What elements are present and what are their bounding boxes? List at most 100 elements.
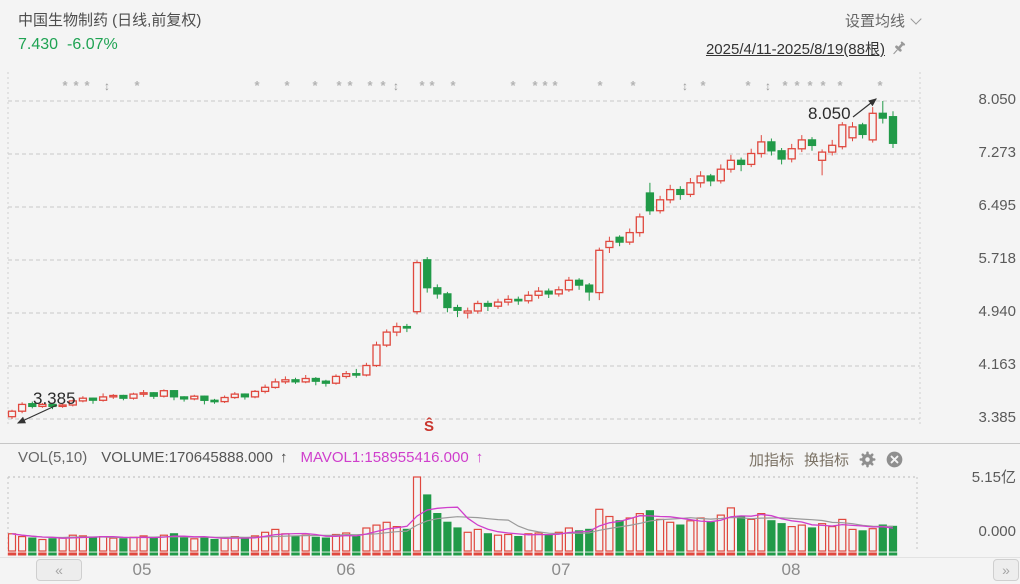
date-range-link[interactable]: 2025/4/11-2025/8/19(88根) (705, 41, 885, 58)
candlestick[interactable] (88, 397, 98, 401)
candlestick[interactable] (807, 139, 817, 147)
candlestick[interactable] (342, 373, 351, 378)
candlestick[interactable] (817, 151, 827, 161)
event-star-icon[interactable]: * (73, 78, 79, 93)
event-star-icon[interactable]: * (782, 78, 788, 93)
candlestick[interactable] (676, 188, 685, 196)
volume-bar[interactable] (169, 533, 179, 552)
volume-bar[interactable] (787, 525, 796, 552)
volume-bar[interactable] (271, 528, 280, 552)
candlestick[interactable] (868, 112, 877, 141)
event-star-icon[interactable]: * (347, 78, 353, 93)
volume-bar[interactable] (190, 538, 199, 552)
volume-bar[interactable] (7, 533, 17, 552)
event-star-icon[interactable]: * (630, 78, 636, 93)
candlestick[interactable] (878, 112, 887, 119)
event-star-icon[interactable]: * (450, 78, 456, 93)
volume-bar[interactable] (443, 521, 452, 552)
candlestick[interactable] (554, 289, 563, 295)
event-updown-icon[interactable]: ↕ (765, 79, 771, 93)
candlestick[interactable] (848, 126, 857, 139)
candlestick[interactable] (625, 231, 634, 243)
candlestick[interactable] (493, 301, 503, 307)
volume-bar[interactable] (342, 532, 351, 552)
volume-bar[interactable] (524, 533, 533, 552)
volume-bar[interactable] (392, 525, 401, 552)
candlestick[interactable] (169, 390, 179, 398)
event-star-icon[interactable]: * (820, 78, 826, 93)
event-star-icon[interactable]: * (254, 78, 260, 93)
candlestick[interactable] (402, 325, 412, 329)
candlestick[interactable] (352, 373, 361, 376)
volume-bar[interactable] (78, 535, 88, 552)
volume-bar[interactable] (139, 535, 148, 552)
candlestick[interactable] (605, 240, 614, 249)
volume-bar[interactable] (372, 524, 381, 552)
candlestick[interactable] (524, 294, 533, 302)
event-star-icon[interactable]: * (542, 78, 548, 93)
volume-bar[interactable] (200, 536, 209, 552)
event-star-icon[interactable]: * (807, 78, 813, 93)
volume-bar[interactable] (868, 528, 877, 552)
volume-bar[interactable] (352, 535, 361, 552)
volume-bar[interactable] (433, 512, 442, 552)
volume-bar[interactable] (493, 534, 503, 552)
volume-bar[interactable] (625, 517, 634, 552)
candlestick[interactable] (838, 124, 847, 148)
event-updown-icon[interactable]: ↕ (682, 79, 688, 93)
event-star-icon[interactable]: * (336, 78, 342, 93)
main-kline-chart[interactable]: * * * ↕ * * * * * * * * ↕ * * * * * * * * * ↕ * * ↕ * * * * * * (0, 60, 1020, 445)
volume-bar[interactable] (28, 537, 37, 552)
volume-bar[interactable] (767, 520, 776, 552)
volume-bar[interactable] (311, 536, 320, 552)
scroll-right-button[interactable]: » (993, 559, 1019, 581)
candlestick[interactable] (210, 399, 219, 403)
candlestick[interactable] (372, 344, 381, 367)
volume-bar[interactable] (544, 534, 553, 552)
event-star-icon[interactable]: * (84, 78, 90, 93)
volume-bar[interactable] (402, 528, 411, 552)
volume-bar[interactable] (817, 523, 827, 552)
volume-bar[interactable] (666, 521, 675, 552)
candlestick[interactable] (139, 392, 148, 395)
switch-indicator-button[interactable]: 换指标 (803, 452, 849, 469)
volume-bar[interactable] (574, 530, 584, 552)
volume-bar[interactable] (250, 535, 260, 552)
candlestick[interactable] (129, 393, 138, 399)
candlestick[interactable] (281, 379, 290, 383)
volume-bar[interactable] (58, 537, 67, 552)
candlestick[interactable] (666, 188, 675, 201)
volume-bar[interactable] (149, 537, 158, 552)
scroll-left-button[interactable]: « (36, 559, 82, 581)
volume-bar[interactable] (301, 534, 310, 552)
candlestick[interactable] (291, 379, 300, 383)
candlestick[interactable] (98, 396, 108, 401)
volume-bar[interactable] (129, 536, 138, 552)
candlestick[interactable] (585, 284, 594, 293)
volume-bar[interactable] (88, 536, 98, 552)
candlestick[interactable] (534, 290, 543, 296)
candlestick[interactable] (179, 396, 189, 400)
event-star-icon[interactable]: * (794, 78, 800, 93)
volume-bar[interactable] (331, 533, 341, 552)
candlestick[interactable] (190, 395, 199, 400)
candlestick[interactable] (433, 287, 442, 295)
volume-bar[interactable] (463, 531, 472, 552)
event-star-icon[interactable]: * (837, 78, 843, 93)
candlestick[interactable] (301, 377, 310, 383)
event-star-icon[interactable]: * (134, 78, 140, 93)
volume-bar[interactable] (858, 530, 867, 552)
volume-bar[interactable] (98, 535, 108, 552)
candlestick[interactable] (412, 261, 422, 313)
event-updown-icon[interactable]: ↕ (104, 79, 110, 93)
volume-bar[interactable] (109, 537, 118, 552)
event-star-icon[interactable]: * (510, 78, 516, 93)
event-star-icon[interactable]: * (367, 78, 373, 93)
event-star-icon[interactable]: * (429, 78, 435, 93)
event-star-icon[interactable]: * (700, 78, 706, 93)
candlestick[interactable] (220, 396, 229, 403)
candlestick[interactable] (544, 290, 553, 295)
volume-bar[interactable] (220, 537, 229, 552)
volume-bar[interactable] (605, 515, 614, 552)
candlestick[interactable] (716, 168, 725, 182)
